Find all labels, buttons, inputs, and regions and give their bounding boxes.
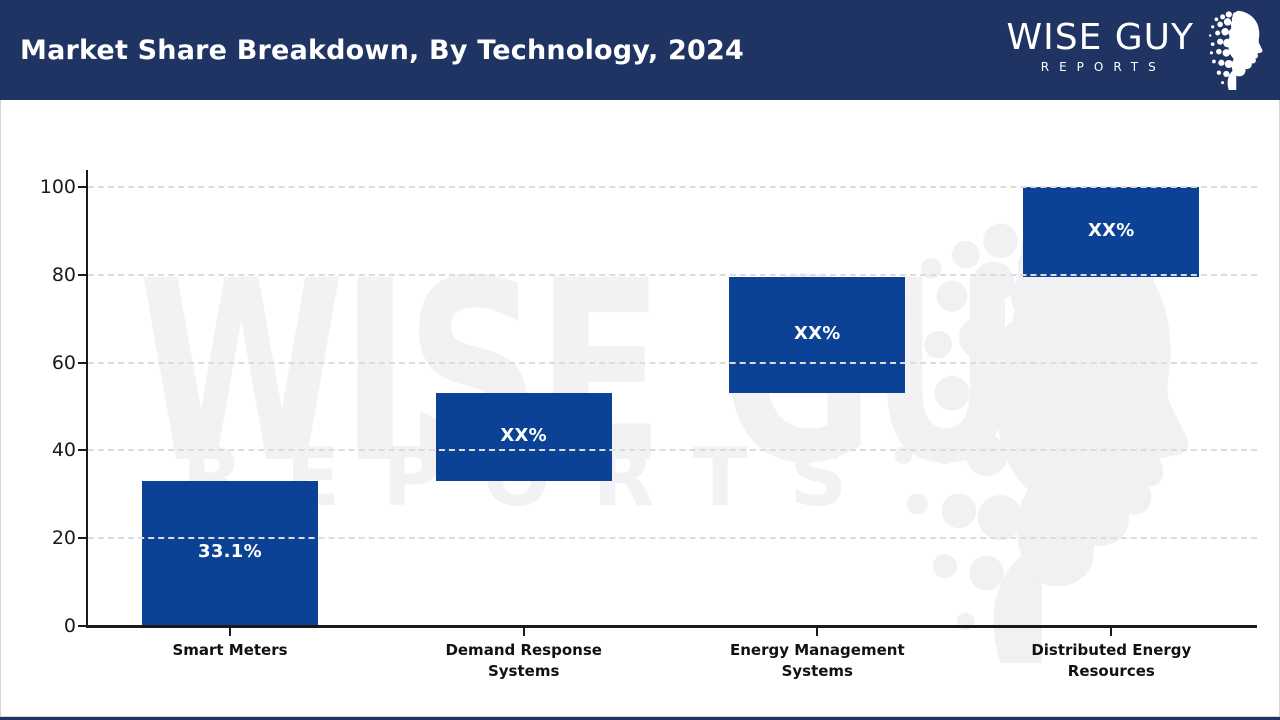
- y-tick-mark: [78, 361, 87, 364]
- y-tick-label: 40: [51, 439, 76, 462]
- logo-brand-name: WISE GUY: [1006, 17, 1194, 58]
- x-category-label: Energy Management Systems: [729, 641, 905, 680]
- x-category-label: Distributed Energy Resources: [1031, 641, 1192, 680]
- y-tick-label: 100: [39, 176, 76, 198]
- header-bar: Market Share Breakdown, By Technology, 2…: [0, 0, 1280, 100]
- x-tick-mark: [229, 628, 231, 636]
- logo-brand-subtitle: REPORTS: [1040, 60, 1166, 74]
- x-tick-mark: [816, 628, 819, 636]
- y-tick-label: 60: [51, 351, 76, 374]
- x-tick-mark: [522, 628, 525, 636]
- y-tick-mark: [78, 186, 87, 188]
- gridline: [88, 186, 1257, 188]
- logo-text: WISE GUY REPORTS: [1006, 17, 1195, 75]
- gridline: [88, 273, 1257, 276]
- gridline: [88, 537, 1257, 540]
- bar-value-label: XX%: [1087, 219, 1135, 241]
- footer-strip: [0, 717, 1280, 720]
- y-tick-mark: [78, 537, 87, 540]
- y-tick-mark: [78, 273, 87, 276]
- x-category-label: Demand Response Systems: [445, 641, 602, 680]
- bar-2: [435, 392, 612, 481]
- y-tick-label: 80: [51, 263, 76, 286]
- y-tick-label: 20: [51, 527, 76, 550]
- bar-3: [729, 276, 906, 393]
- x-axis-line: [86, 625, 1257, 628]
- page-title: Market Share Breakdown, By Technology, 2…: [20, 34, 745, 66]
- x-category-label: Smart Meters: [172, 641, 288, 659]
- bar-value-label: XX%: [500, 424, 548, 446]
- y-tick-label: 0: [63, 615, 76, 637]
- bar-value-label: XX%: [793, 322, 841, 344]
- gridline: [88, 449, 1257, 452]
- bar-1: [142, 480, 318, 626]
- wise-guy-reports-logo: WISE GUY REPORTS: [1004, 6, 1266, 94]
- bar-value-label: 33.1%: [198, 541, 262, 563]
- x-tick-mark: [1110, 628, 1113, 636]
- y-tick-mark: [78, 625, 87, 627]
- y-tick-mark: [78, 449, 87, 452]
- gridline: [88, 361, 1257, 364]
- y-axis-line: [86, 170, 88, 628]
